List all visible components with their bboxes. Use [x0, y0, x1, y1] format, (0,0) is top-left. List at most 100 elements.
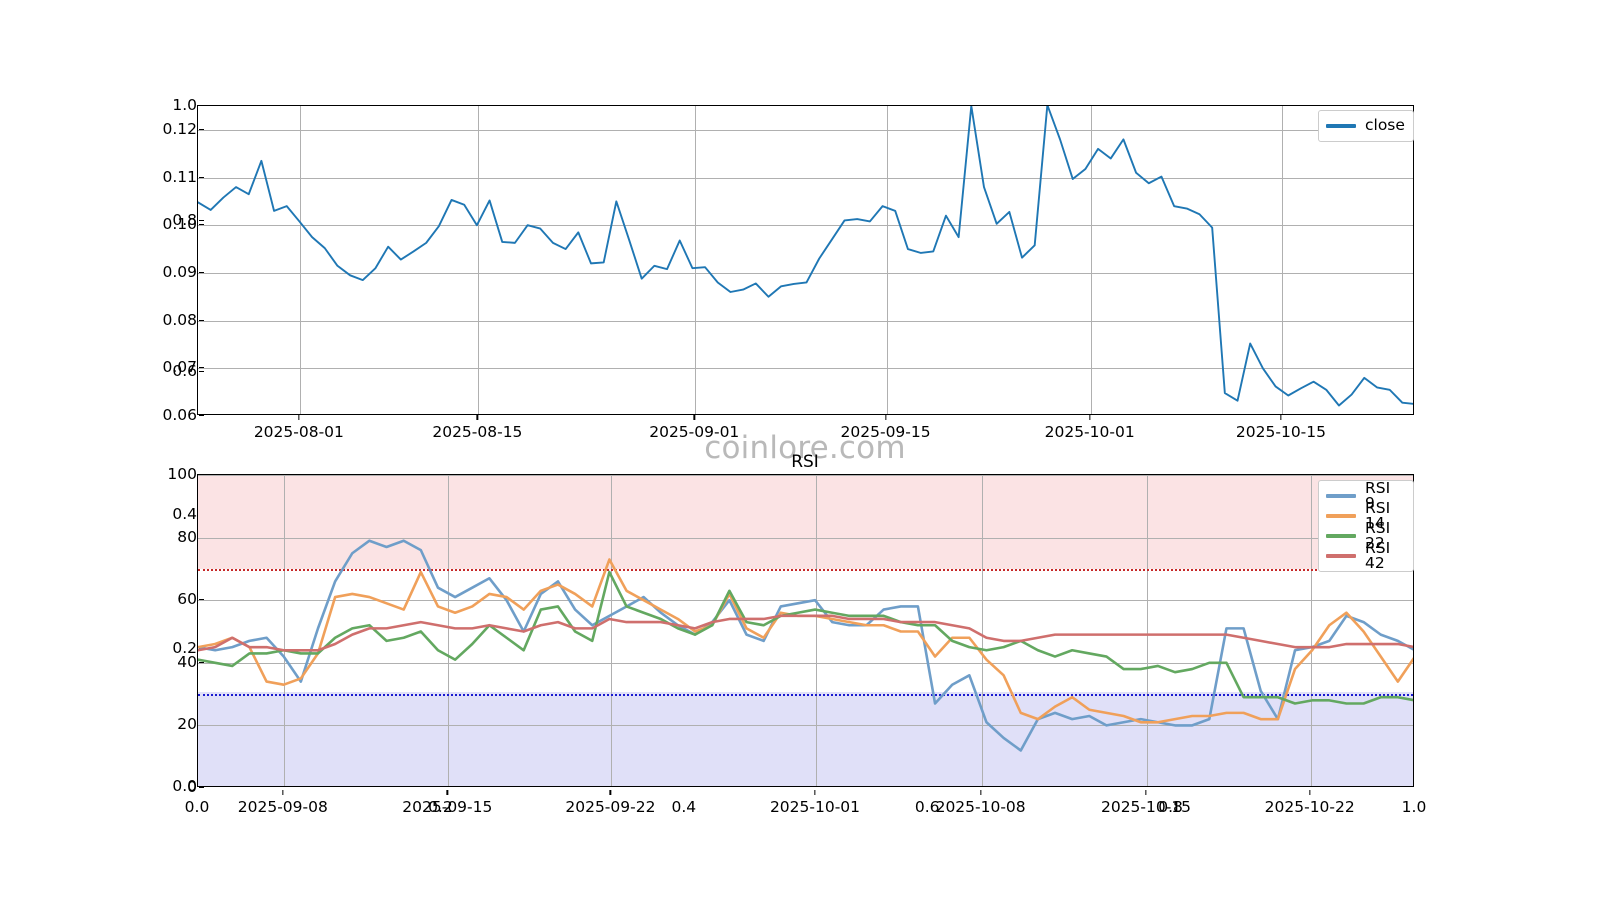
price-x-tick-label: 2025-08-01 — [253, 423, 344, 441]
watermark: coinlore.com — [704, 430, 906, 466]
legend-color-swatch — [1326, 494, 1356, 498]
horizontal-gridline — [198, 225, 1413, 227]
rsi-y-tick-label: 100 — [0, 465, 204, 483]
price-y-tick-label: 0.06 — [0, 406, 204, 424]
x-tick-mark — [693, 415, 695, 420]
price-y-tick-label: 0.12 — [0, 120, 204, 138]
vertical-gridline — [1281, 106, 1283, 414]
y-tick-mark — [199, 219, 204, 222]
legend-label: RSI 42 — [1365, 538, 1391, 572]
rsi-x-axis-numeric-labels: 0.0 0.2 0.4 0.6 0.8 1.0 — [0, 790, 1600, 820]
vertical-gridline — [448, 475, 450, 786]
vertical-gridline — [695, 106, 697, 414]
price-panel: 0.12 0.11 0.10 0.09 0.08 0.07 0.06 1.0 0.8 0.6 2… — [0, 96, 1600, 445]
price-legend[interactable]: close — [1318, 110, 1414, 142]
rsi-x-tick-numeric-label: 0.4 — [671, 798, 697, 816]
rsi-legend-item[interactable]: RSI 9 — [1326, 480, 1404, 511]
price-x-tick-label: 2025-08-15 — [432, 423, 523, 441]
vertical-gridline — [283, 475, 285, 786]
legend-color-swatch — [1326, 534, 1356, 538]
price-y-tick-label: 0.09 — [0, 263, 204, 281]
horizontal-gridline — [198, 475, 1413, 476]
rsi-x-tick-numeric-label: 0.0 — [184, 798, 210, 816]
rsi-y-tick-label-secondary: 0.2 — [0, 639, 204, 657]
rsi-legend-item[interactable]: RSI 42 — [1326, 540, 1404, 571]
rsi-x-tick-numeric-label: 1.0 — [1401, 798, 1427, 816]
horizontal-gridline — [198, 662, 1413, 664]
price-y-tick-label: 0.07 — [0, 358, 204, 376]
vertical-gridline — [815, 475, 817, 786]
rsi-plot-area — [197, 474, 1414, 787]
legend-color-swatch — [1326, 514, 1356, 518]
rsi-y-tick-label: 20 — [0, 715, 204, 733]
price-x-tick-label: 2025-09-15 — [840, 423, 931, 441]
rsi-x-tick-date-label: 2025-10-01 — [769, 798, 861, 816]
overbought-threshold-line — [198, 568, 1413, 571]
price-plot-area — [197, 105, 1414, 415]
y-tick-mark — [199, 319, 204, 321]
price-y-tick-label: 0.08 — [0, 311, 204, 329]
vertical-gridline — [611, 475, 613, 786]
vertical-gridline — [1147, 475, 1149, 786]
vertical-gridline — [981, 475, 983, 786]
y-tick-mark — [199, 415, 204, 417]
rsi-legend-item[interactable]: RSI 14 — [1326, 500, 1404, 531]
legend-label: RSI 22 — [1365, 518, 1391, 552]
legend-label: RSI 14 — [1365, 498, 1391, 532]
price-x-axis-labels: 2025-08-01 2025-08-15 2025-09-01 2025-09-15… — [0, 415, 1600, 445]
horizontal-gridline — [198, 129, 1413, 131]
x-tick-mark — [1089, 415, 1091, 420]
vertical-gridline — [478, 106, 480, 414]
y-tick-mark — [199, 128, 204, 131]
y-tick-mark — [199, 786, 204, 788]
vertical-gridline — [299, 106, 301, 414]
rsi-series-lines — [198, 539, 1413, 752]
rsi-y-tick-label: 80 — [0, 528, 204, 546]
legend-color-swatch — [1326, 554, 1356, 558]
rsi-x-tick-date-label: 2025-10-15 — [1100, 798, 1192, 816]
horizontal-gridline — [198, 537, 1413, 539]
legend-label: close — [1365, 116, 1405, 135]
x-tick-mark — [609, 790, 612, 795]
price-x-tick-label: 2025-10-15 — [1235, 423, 1327, 441]
price-y-tick-label: 0.11 — [0, 168, 204, 186]
rsi-x-tick-date-label: 2025-09-22 — [565, 798, 656, 816]
price-x-tick-label: 2025-10-01 — [1044, 423, 1135, 441]
y-tick-mark — [199, 370, 204, 372]
y-tick-mark — [199, 271, 204, 274]
legend-color-swatch — [1326, 124, 1356, 128]
vertical-gridline — [1090, 106, 1092, 414]
rsi-y-tick-label-secondary: 0.0 — [0, 777, 204, 795]
rsi-legend-item[interactable]: RSI 22 — [1326, 520, 1404, 551]
price-legend-item[interactable]: close — [1326, 116, 1405, 136]
x-tick-mark — [476, 415, 479, 420]
legend-label: RSI 9 — [1365, 478, 1391, 512]
rsi-x-tick-date-label: 2025-10-22 — [1264, 798, 1355, 816]
rsi-y-tick-label: 40 — [0, 653, 204, 671]
y-tick-mark — [199, 176, 204, 178]
y-tick-mark — [199, 599, 204, 601]
rsi-x-tick-date-label: 2025-09-08 — [237, 798, 328, 816]
horizontal-gridline — [198, 177, 1413, 179]
rsi-y-tick-label: 60 — [0, 590, 204, 608]
y-tick-mark — [199, 661, 204, 664]
rsi-x-tick-date-label: 2025-09-15 — [402, 798, 493, 816]
horizontal-gridline — [198, 272, 1413, 274]
rsi-title: RSI — [791, 452, 819, 472]
rsi-x-tick-numeric-label: 0.6 — [914, 798, 940, 816]
price-y-tick-label-secondary: 0.8 — [0, 211, 204, 229]
x-tick-mark — [282, 790, 284, 795]
price-x-tick-label: 2025-09-01 — [649, 423, 740, 441]
horizontal-gridline — [198, 725, 1413, 727]
rsi-legend[interactable]: RSI 9 RSI 14 RSI 22 RSI 42 — [1318, 480, 1414, 572]
horizontal-gridline — [198, 320, 1413, 322]
y-tick-mark — [199, 224, 204, 226]
vertical-gridline — [1310, 475, 1312, 786]
price-y-tick-label-secondary: 0.6 — [0, 362, 204, 380]
rsi-x-tick-numeric-label: 0.8 — [1158, 798, 1183, 816]
rsi-x-tick-numeric-label: 0.2 — [428, 798, 453, 816]
x-tick-mark — [979, 790, 982, 795]
horizontal-gridline — [198, 368, 1413, 370]
